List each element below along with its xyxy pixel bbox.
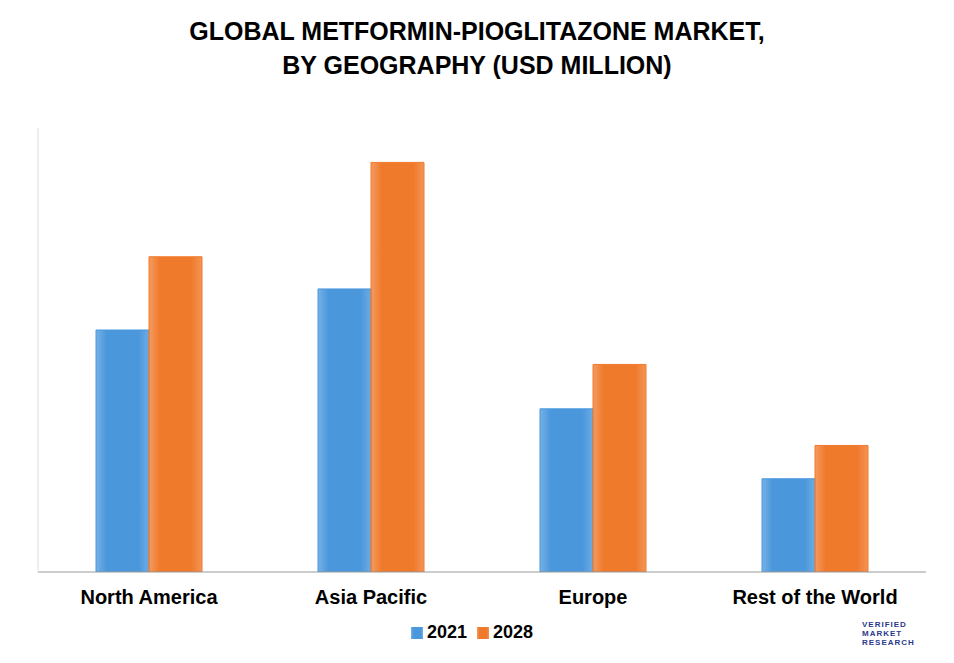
svg-text:Asia Pacific: Asia Pacific — [315, 586, 427, 608]
html-text:2028: 2028 — [493, 622, 533, 642]
svg-text:Europe: Europe — [559, 586, 628, 608]
html-text:2021: 2021 — [427, 622, 467, 642]
svg-text:Rest of the World: Rest of the World — [732, 586, 897, 608]
svg-text:North America: North America — [80, 586, 218, 608]
html-text:VERIFIED MARKET RESEARCH: VERIFIED MARKET RESEARCH — [862, 620, 915, 647]
html-text:GLOBAL METFORMIN-PIOGLITAZONE: GLOBAL METFORMIN-PIOGLITAZONE MARKET, BY… — [189, 17, 765, 79]
